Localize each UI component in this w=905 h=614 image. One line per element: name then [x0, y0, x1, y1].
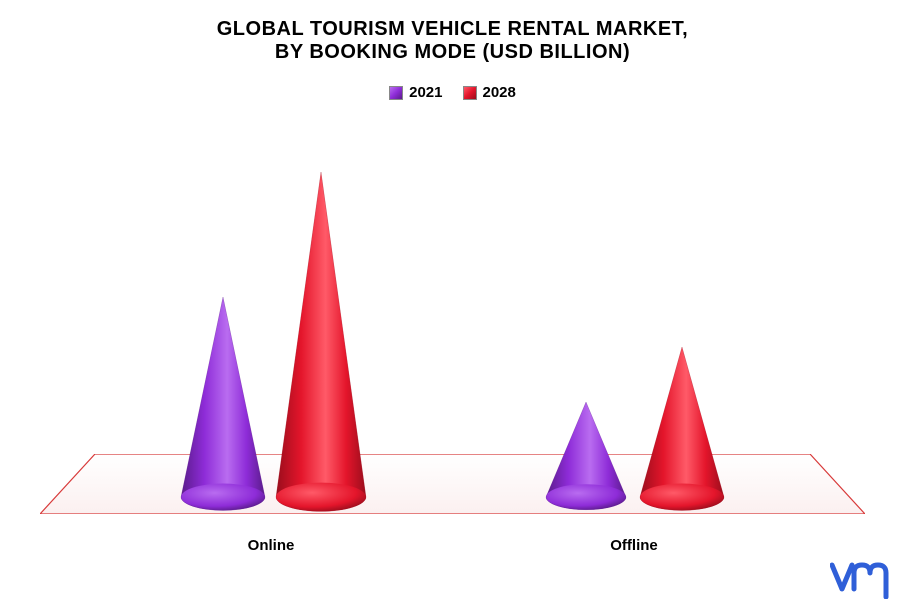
legend-label: 2028 [483, 84, 516, 101]
chart-area: Online Offline [40, 150, 865, 554]
chart-title-line2: BY BOOKING MODE (USD BILLION) [0, 41, 905, 64]
legend-item-2028: 2028 [463, 84, 516, 101]
brand-logo [830, 559, 890, 604]
category-label-offline: Offline [610, 537, 658, 554]
cone-offline-2028 [638, 345, 726, 512]
chart-title-line1: GLOBAL TOURISM VEHICLE RENTAL MARKET, [0, 18, 905, 41]
legend-swatch-icon [463, 86, 477, 100]
legend-label: 2021 [409, 84, 442, 101]
category-label-online: Online [248, 537, 295, 554]
legend-item-2021: 2021 [389, 84, 442, 101]
chart-floor [40, 454, 865, 514]
cone-online-2028 [274, 170, 368, 513]
legend: 2021 2028 [0, 84, 905, 104]
cone-offline-2021 [544, 400, 628, 512]
cone-online-2021 [179, 295, 267, 512]
legend-swatch-icon [389, 86, 403, 100]
